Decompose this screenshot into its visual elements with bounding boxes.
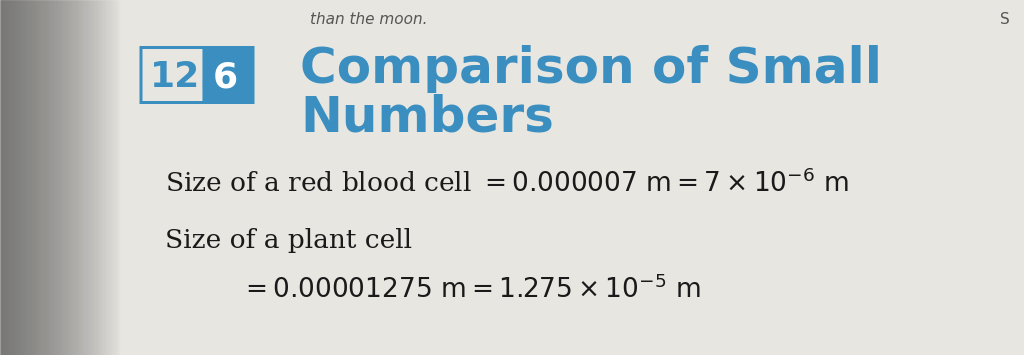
Text: S: S	[1000, 12, 1010, 27]
Text: Comparison of Small: Comparison of Small	[300, 45, 882, 93]
FancyBboxPatch shape	[197, 49, 252, 101]
Text: 6: 6	[213, 60, 239, 94]
Text: 12.: 12.	[151, 60, 214, 94]
FancyBboxPatch shape	[142, 49, 200, 101]
Text: Size of a plant cell: Size of a plant cell	[165, 228, 412, 253]
Text: Numbers: Numbers	[300, 93, 554, 141]
Text: $= 0.00001275\ \mathrm{m} = 1.275 \times 10^{-5}\ \mathrm{m}$: $= 0.00001275\ \mathrm{m} = 1.275 \times…	[240, 275, 700, 304]
Text: than the moon.: than the moon.	[310, 12, 427, 27]
FancyBboxPatch shape	[142, 49, 203, 101]
FancyBboxPatch shape	[140, 47, 254, 103]
FancyBboxPatch shape	[139, 46, 255, 104]
Text: Size of a red blood cell $= 0.000007\ \mathrm{m} = 7 \times 10^{-6}\ \mathrm{m}$: Size of a red blood cell $= 0.000007\ \m…	[165, 168, 849, 197]
